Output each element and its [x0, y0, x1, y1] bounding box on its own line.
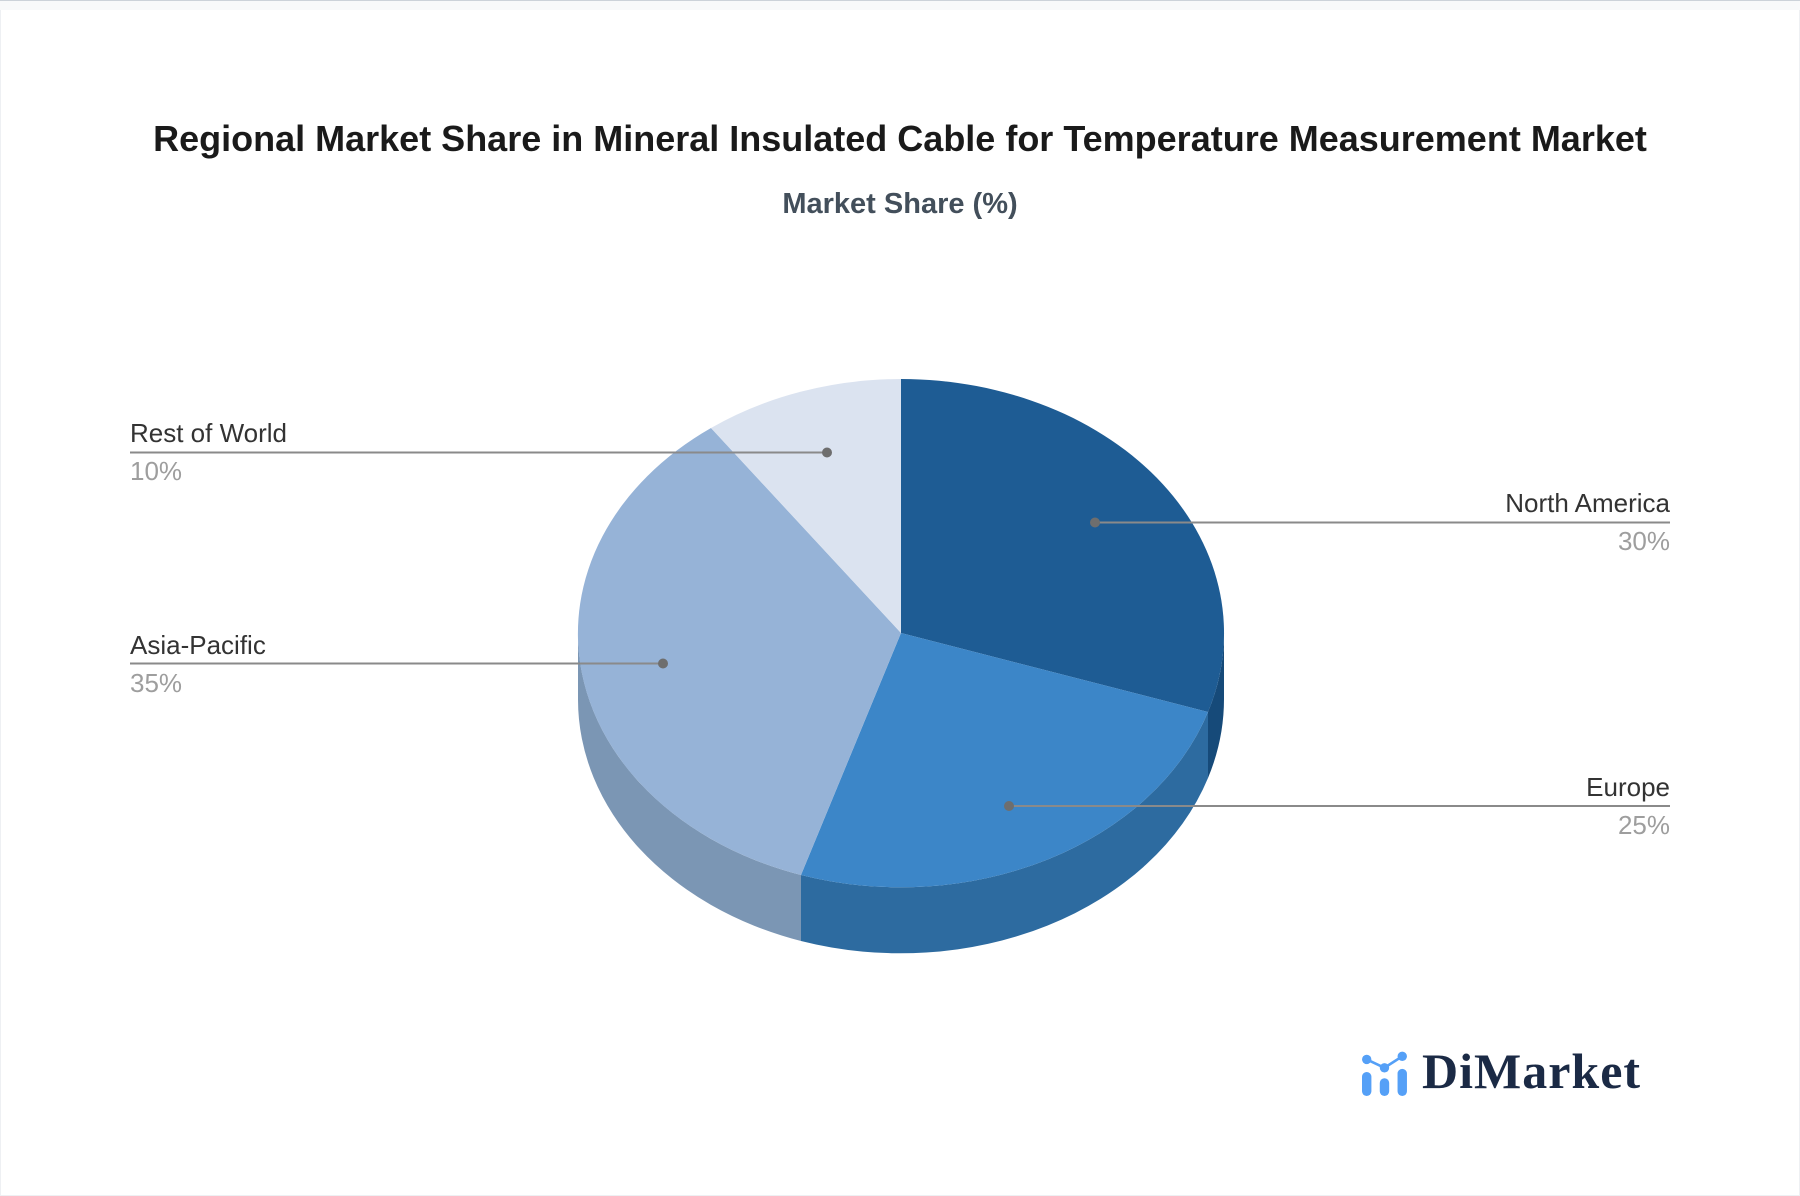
- bar-line-chart-icon: [1362, 1051, 1407, 1096]
- connector-dot-europe: [1004, 801, 1014, 811]
- connector-dot-rest-of-world: [822, 447, 832, 458]
- slice-label-name: Asia-Pacific: [130, 630, 266, 660]
- slice-label-asia-pacific: Asia-Pacific 35%: [130, 630, 630, 698]
- logo-bar: [1362, 1071, 1372, 1096]
- pie-side-europe: [801, 712, 1208, 954]
- slice-label-rest-of-world: Rest of World 10%: [130, 418, 630, 486]
- top-strip: [0, 0, 1800, 10]
- slice-label-percent: 25%: [1617, 810, 1670, 840]
- pie-slice-europe[interactable]: [801, 633, 1208, 888]
- logo-dot: [1397, 1051, 1407, 1061]
- pie-side-asia-pacific: [577, 633, 801, 941]
- connector-dot-asia-pacific: [658, 658, 668, 669]
- connector-dot-north-america: [1090, 517, 1100, 528]
- logo-bar: [1379, 1078, 1390, 1096]
- logo-dot: [1362, 1054, 1372, 1065]
- slice-label-percent: 35%: [130, 668, 183, 698]
- slice-label-name: North America: [1505, 488, 1670, 518]
- slice-label-percent: 10%: [130, 456, 183, 486]
- brand-logo[interactable]: DiMarket: [1362, 1046, 1641, 1096]
- chart-subtitle: Market Share (%): [782, 188, 1018, 220]
- pie-side-north-america: [1208, 633, 1225, 778]
- slice-label-name: Europe: [1586, 772, 1670, 802]
- chart-title: Regional Market Share in Mineral Insulat…: [153, 118, 1647, 159]
- slice-label-name: Rest of World: [130, 418, 288, 448]
- logo-bar: [1397, 1068, 1407, 1096]
- slice-label-north-america: North America 30%: [1170, 488, 1670, 556]
- brand-logo-text: DiMarket: [1422, 1043, 1642, 1099]
- slice-label-percent: 30%: [1617, 526, 1670, 556]
- pie-slice-asia-pacific[interactable]: [577, 428, 901, 875]
- slice-label-europe: Europe 25%: [1170, 772, 1670, 840]
- pie-slice-north-america[interactable]: [901, 379, 1225, 712]
- pie-slice-rest-of-world[interactable]: [711, 379, 901, 633]
- logo-dot: [1379, 1063, 1390, 1073]
